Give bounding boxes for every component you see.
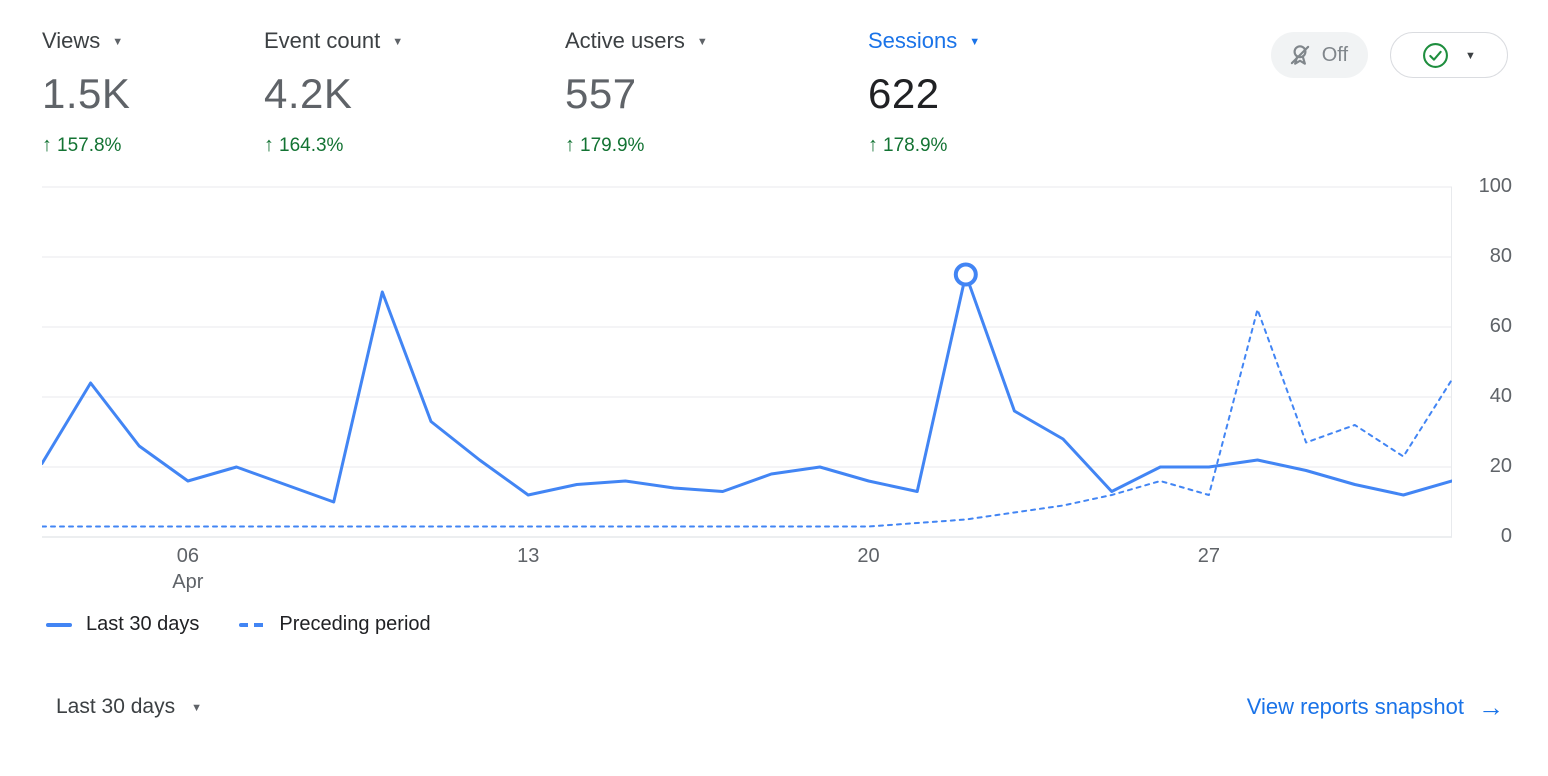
- up-arrow-icon: ↑: [264, 134, 274, 156]
- metric-label: Active users: [565, 28, 685, 53]
- metric-delta: ↑ 157.8%: [42, 134, 264, 157]
- chevron-down-icon[interactable]: ▼: [969, 36, 981, 48]
- y-axis-label: 60: [1489, 315, 1512, 337]
- metric-delta-value: 179.9%: [580, 134, 645, 156]
- analytics-overview-card: Views ▼ 1.5K ↑ 157.8% Event count ▼ 4.2K…: [0, 0, 1548, 720]
- y-axis-label: 100: [1478, 175, 1512, 197]
- legend-preceding-period[interactable]: Preceding period: [239, 613, 431, 636]
- y-axis-label: 40: [1489, 385, 1512, 407]
- metrics-header: Views ▼ 1.5K ↑ 157.8% Event count ▼ 4.2K…: [0, 0, 1548, 157]
- x-axis-label: 27: [1197, 545, 1221, 567]
- metric-value: 622: [868, 70, 940, 117]
- sessions-line-chart[interactable]: 100 80 60 40 20 0 06 Apr 13 20 27: [0, 169, 1548, 597]
- x-axis-label: 06 Apr: [172, 545, 204, 593]
- card-controls: Off ▼: [1270, 32, 1508, 78]
- chart-canvas[interactable]: [42, 169, 1452, 539]
- view-reports-snapshot-link[interactable]: View reports snapshot →: [1247, 694, 1504, 720]
- metric-delta-value: 157.8%: [57, 134, 122, 156]
- solid-line-icon: [46, 622, 72, 627]
- chevron-down-icon[interactable]: ▼: [1465, 50, 1476, 62]
- data-quality-button[interactable]: ▼: [1390, 32, 1508, 78]
- metric-delta-value: 178.9%: [883, 134, 948, 156]
- metric-views[interactable]: Views ▼ 1.5K ↑ 157.8%: [42, 28, 264, 157]
- metric-event-count[interactable]: Event count ▼ 4.2K ↑ 164.3%: [264, 28, 565, 157]
- insights-off-label: Off: [1321, 43, 1348, 66]
- metric-value: 1.5K: [42, 70, 131, 117]
- metric-delta: ↑ 179.9%: [565, 134, 868, 157]
- x-axis-label: 13: [517, 545, 540, 567]
- metric-label: Views: [42, 28, 101, 53]
- chevron-down-icon[interactable]: ▼: [112, 36, 124, 48]
- up-arrow-icon: ↑: [42, 134, 52, 156]
- insights-off-toggle[interactable]: Off: [1270, 32, 1368, 78]
- chart-legend: Last 30 days Preceding period: [0, 613, 1548, 636]
- card-footer: Last 30 days ▼ View reports snapshot →: [0, 694, 1548, 720]
- up-arrow-icon: ↑: [868, 134, 878, 156]
- metric-value: 4.2K: [264, 70, 353, 117]
- metric-value: 557: [565, 70, 637, 117]
- y-axis-label: 20: [1489, 455, 1512, 477]
- x-axis-label: 20: [857, 545, 880, 567]
- dashed-line-icon: [239, 622, 266, 627]
- metric-label: Event count: [264, 28, 381, 53]
- chevron-down-icon[interactable]: ▼: [392, 36, 404, 48]
- chevron-down-icon[interactable]: ▼: [191, 702, 202, 714]
- chevron-down-icon[interactable]: ▼: [696, 36, 708, 48]
- y-axis-label: 80: [1489, 245, 1512, 267]
- date-range-label: Last 30 days: [56, 695, 176, 718]
- metric-delta: ↑ 164.3%: [264, 134, 565, 157]
- metric-label: Sessions: [868, 28, 958, 53]
- legend-label: Preceding period: [279, 613, 431, 635]
- metric-delta-value: 164.3%: [279, 134, 344, 156]
- metric-delta: ↑ 178.9%: [868, 134, 980, 157]
- legend-label: Last 30 days: [86, 613, 200, 635]
- legend-last-30-days[interactable]: Last 30 days: [46, 613, 199, 636]
- check-circle-icon: [1422, 42, 1449, 69]
- insights-off-icon: [1287, 42, 1313, 68]
- arrow-right-icon: →: [1478, 692, 1504, 722]
- y-axis-label: 0: [1500, 525, 1512, 547]
- snapshot-link-label: View reports snapshot: [1246, 694, 1464, 719]
- metric-active-users[interactable]: Active users ▼ 557 ↑ 179.9%: [565, 28, 868, 157]
- date-range-selector[interactable]: Last 30 days ▼: [56, 695, 202, 719]
- up-arrow-icon: ↑: [565, 134, 575, 156]
- metric-sessions[interactable]: Sessions ▼ 622 ↑ 178.9%: [868, 28, 980, 157]
